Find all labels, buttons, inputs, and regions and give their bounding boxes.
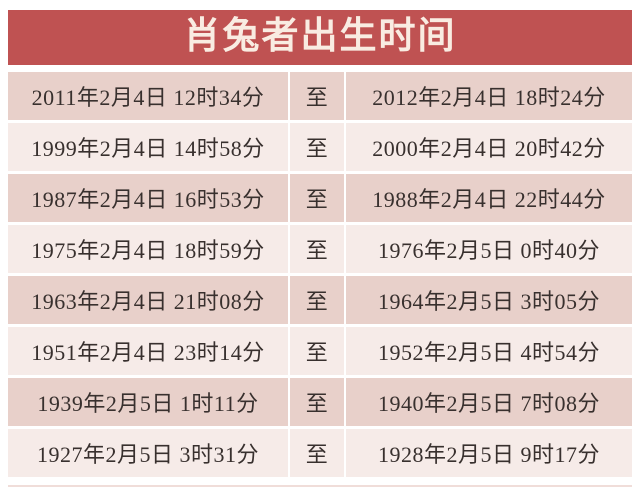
title-bar: 肖兔者出生时间 bbox=[8, 10, 632, 65]
table-row: 1987年2月4日 16时53分 至 1988年2月4日 22时44分 bbox=[8, 174, 632, 222]
start-date-cell: 1975年2月4日 18时59分 bbox=[8, 225, 288, 273]
end-date-cell: 1928年2月5日 9时17分 bbox=[346, 429, 632, 477]
to-separator-label: 至 bbox=[290, 276, 344, 324]
table-row: 2011年2月4日 12时34分 至 2012年2月4日 18时24分 bbox=[8, 72, 632, 120]
end-date-cell: 1976年2月5日 0时40分 bbox=[346, 225, 632, 273]
to-separator-label: 至 bbox=[290, 123, 344, 171]
table-row: 1963年2月4日 21时08分 至 1964年2月5日 3时05分 bbox=[8, 276, 632, 324]
table-row: 1951年2月4日 23时14分 至 1952年2月5日 4时54分 bbox=[8, 327, 632, 375]
end-date-cell: 1952年2月5日 4时54分 bbox=[346, 327, 632, 375]
to-separator-label: 至 bbox=[290, 225, 344, 273]
start-date-cell: 1963年2月4日 21时08分 bbox=[8, 276, 288, 324]
end-date-cell: 2012年2月4日 18时24分 bbox=[346, 72, 632, 120]
bottom-divider bbox=[8, 485, 632, 487]
table-row: 1939年2月5日 1时11分 至 1940年2月5日 7时08分 bbox=[8, 378, 632, 426]
start-date-cell: 1951年2月4日 23时14分 bbox=[8, 327, 288, 375]
to-separator-label: 至 bbox=[290, 327, 344, 375]
to-separator-label: 至 bbox=[290, 174, 344, 222]
end-date-cell: 1988年2月4日 22时44分 bbox=[346, 174, 632, 222]
table-row: 1999年2月4日 14时58分 至 2000年2月4日 20时42分 bbox=[8, 123, 632, 171]
start-date-cell: 1927年2月5日 3时31分 bbox=[8, 429, 288, 477]
to-separator-label: 至 bbox=[290, 378, 344, 426]
table-row: 1975年2月4日 18时59分 至 1976年2月5日 0时40分 bbox=[8, 225, 632, 273]
end-date-cell: 1964年2月5日 3时05分 bbox=[346, 276, 632, 324]
start-date-cell: 1987年2月4日 16时53分 bbox=[8, 174, 288, 222]
page-title: 肖兔者出生时间 bbox=[183, 16, 457, 57]
to-separator-label: 至 bbox=[290, 429, 344, 477]
start-date-cell: 1939年2月5日 1时11分 bbox=[8, 378, 288, 426]
end-date-cell: 1940年2月5日 7时08分 bbox=[346, 378, 632, 426]
start-date-cell: 1999年2月4日 14时58分 bbox=[8, 123, 288, 171]
start-date-cell: 2011年2月4日 12时34分 bbox=[8, 72, 288, 120]
table-row: 1927年2月5日 3时31分 至 1928年2月5日 9时17分 bbox=[8, 429, 632, 477]
birth-time-table: 2011年2月4日 12时34分 至 2012年2月4日 18时24分 1999… bbox=[8, 72, 632, 477]
birth-time-table-panel: 肖兔者出生时间 2011年2月4日 12时34分 至 2012年2月4日 18时… bbox=[8, 10, 632, 477]
end-date-cell: 2000年2月4日 20时42分 bbox=[346, 123, 632, 171]
to-separator-label: 至 bbox=[290, 72, 344, 120]
